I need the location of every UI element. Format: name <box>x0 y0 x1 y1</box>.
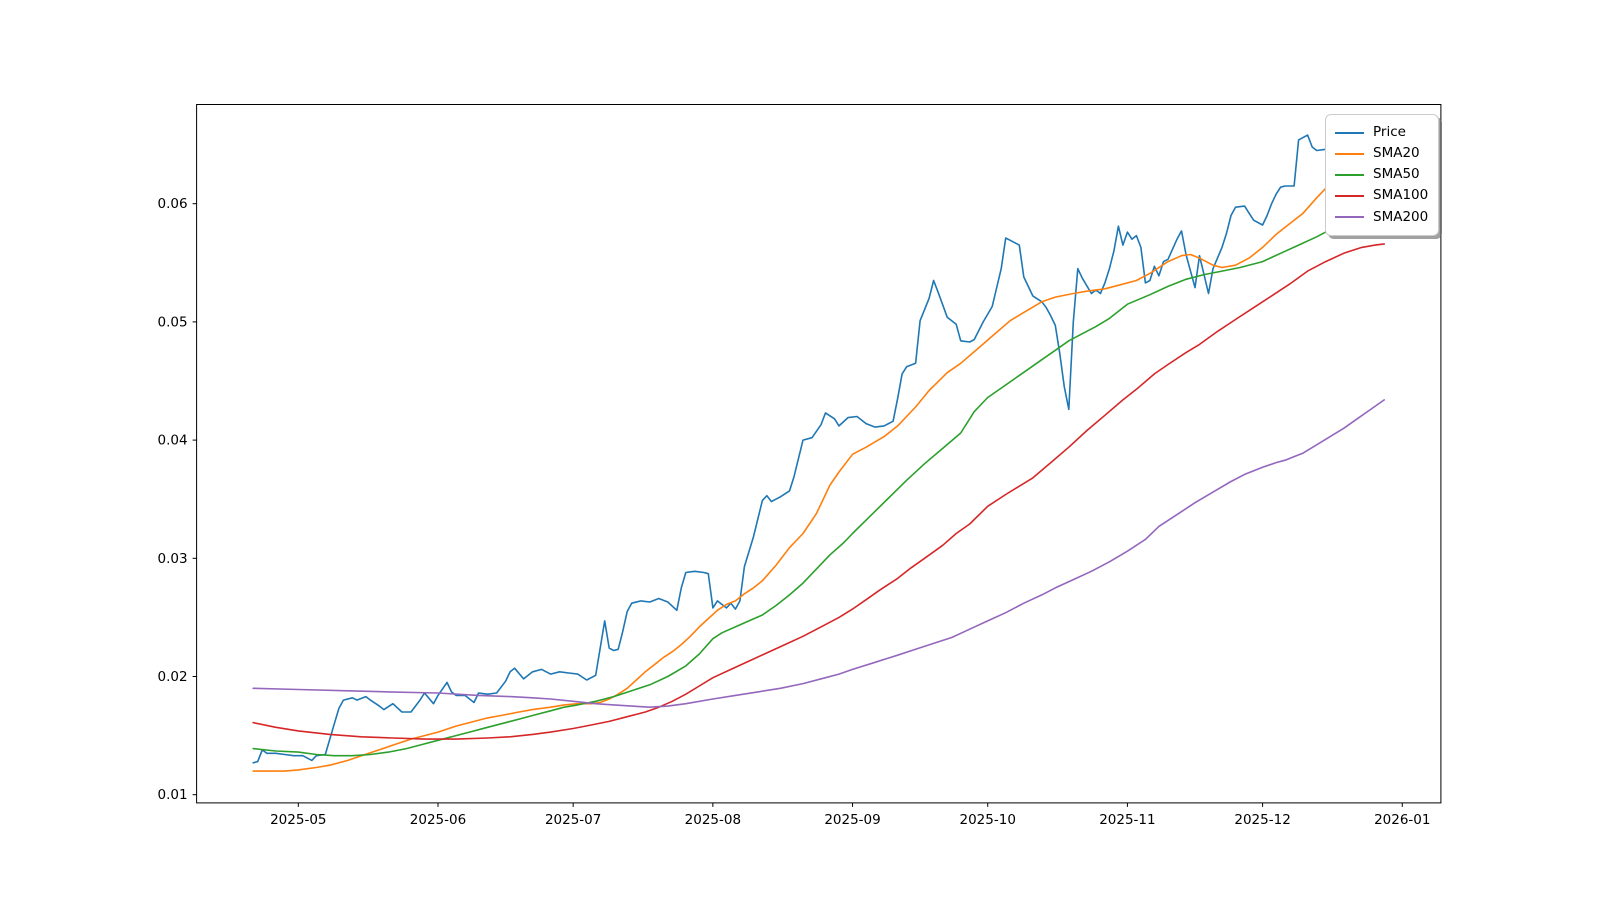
series-layer <box>252 134 1385 772</box>
legend-line-sample <box>1335 216 1364 219</box>
legend-label: SMA200 <box>1373 208 1429 225</box>
legend-label: SMA20 <box>1373 145 1420 162</box>
y-tick-label: 0.06 <box>158 196 188 212</box>
x-tick-label: 2025-09 <box>824 812 880 828</box>
legend-line-sample <box>1335 152 1364 155</box>
legend: Price SMA20 SMA50 SMA100 SMA200 <box>1325 114 1440 236</box>
legend-item-sma100: SMA100 <box>1335 186 1428 207</box>
y-tick-label: 0.05 <box>158 314 188 330</box>
x-tick-label: 2025-10 <box>960 812 1016 828</box>
price-line <box>252 134 1385 764</box>
y-tick-label: 0.04 <box>158 433 188 449</box>
x-tick-label: 2026-01 <box>1374 812 1430 828</box>
y-tick-label: 0.03 <box>158 551 188 567</box>
y-tick-label: 0.02 <box>158 669 188 685</box>
x-tick-label: 2025-07 <box>545 812 601 828</box>
x-tick-label: 2025-05 <box>270 812 326 828</box>
x-tick-label: 2025-08 <box>685 812 741 828</box>
legend-item-sma20: SMA20 <box>1335 143 1428 164</box>
legend-label: SMA100 <box>1373 187 1429 204</box>
legend-item-sma50: SMA50 <box>1335 164 1428 185</box>
legend-label: SMA50 <box>1373 166 1420 183</box>
legend-line-sample <box>1335 195 1364 198</box>
legend-line-sample <box>1335 131 1364 134</box>
sma50-line <box>252 205 1385 757</box>
plot-border <box>196 104 1442 804</box>
axis-tick-layer: 2025-05 2025-06 2025-07 2025-08 2025-09 2025-… <box>158 196 1431 828</box>
sma20-line <box>252 160 1385 772</box>
sma200-line <box>252 399 1385 709</box>
legend-item-price: Price <box>1335 122 1428 143</box>
sma100-line <box>252 243 1385 740</box>
y-tick-label: 0.01 <box>158 787 188 803</box>
x-tick-label: 2025-11 <box>1099 812 1155 828</box>
legend-line-sample <box>1335 173 1364 176</box>
x-tick-label: 2025-12 <box>1234 812 1290 828</box>
legend-label: Price <box>1373 123 1406 140</box>
x-tick-label: 2025-06 <box>410 812 466 828</box>
legend-item-sma200: SMA200 <box>1335 207 1428 228</box>
